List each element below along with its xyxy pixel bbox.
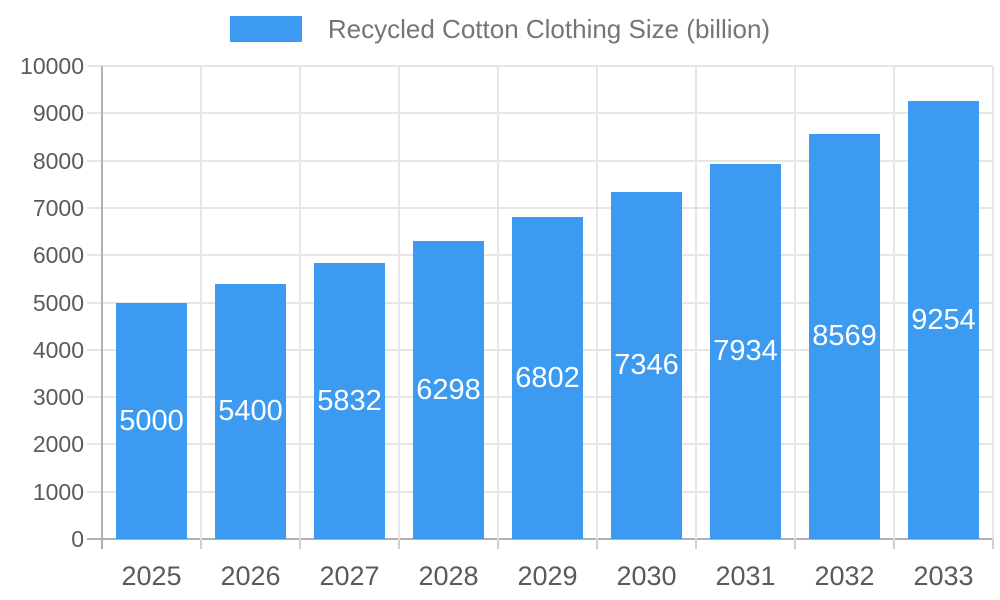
legend-label: Recycled Cotton Clothing Size (billion)	[327, 14, 771, 44]
bar-value-label: 6298	[416, 374, 481, 407]
gridline-vertical	[794, 66, 796, 539]
bar: 7934	[710, 163, 781, 539]
y-axis-tick-label: 1000	[32, 478, 84, 505]
bar: 8569	[809, 133, 880, 539]
bar-value-label: 5000	[119, 404, 184, 437]
bar: 6802	[512, 217, 583, 539]
x-axis-tick-label: 2028	[418, 561, 479, 591]
bar-value-label: 6802	[515, 362, 580, 395]
bar: 6298	[413, 241, 484, 539]
y-axis-tick-label: 3000	[32, 384, 84, 411]
bar-value-label: 5832	[317, 385, 382, 418]
y-axis-tick-label: 10000	[20, 53, 84, 79]
gridline-vertical	[596, 66, 598, 539]
gridline-horizontal	[87, 65, 993, 67]
x-axis-tick-mark	[299, 539, 301, 549]
bar-value-label: 5400	[218, 395, 283, 428]
y-axis-tick-label: 8000	[32, 147, 84, 174]
x-axis-tick-label: 2029	[517, 561, 578, 591]
gridline-vertical	[398, 66, 400, 539]
bar-value-label: 9254	[911, 304, 976, 337]
x-axis-tick-label: 2033	[913, 561, 974, 591]
x-axis-tick-mark	[893, 539, 895, 549]
bar: 7346	[611, 191, 682, 539]
x-axis-tick-mark	[200, 539, 202, 549]
y-axis-tick-label: 7000	[32, 194, 84, 221]
bar-value-label: 8569	[812, 320, 877, 353]
bar: 5400	[215, 283, 286, 539]
y-axis-line	[101, 66, 103, 549]
gridline-horizontal	[87, 159, 993, 162]
x-axis-tick-label: 2032	[814, 561, 875, 591]
bar: 5832	[314, 263, 385, 539]
gridline-vertical	[992, 66, 994, 539]
x-axis-line	[87, 538, 993, 540]
x-axis-tick-mark	[596, 539, 598, 549]
x-axis-tick-label: 2030	[616, 561, 677, 591]
x-axis-tick-mark	[398, 539, 400, 549]
x-axis-tick-mark	[497, 539, 499, 549]
x-axis-tick-label: 2031	[715, 561, 776, 591]
y-axis-tick-label: 5000	[32, 289, 84, 316]
gridline-horizontal	[87, 206, 993, 209]
y-axis-tick-label: 9000	[32, 100, 84, 127]
x-axis-tick-mark	[695, 539, 697, 549]
gridline-vertical	[695, 66, 697, 539]
gridline-horizontal	[87, 112, 993, 115]
x-axis-tick-label: 2026	[220, 561, 281, 591]
gridline-vertical	[299, 66, 301, 539]
gridline-vertical	[200, 66, 202, 539]
y-axis-tick-label: 2000	[32, 431, 84, 458]
x-axis-tick-label: 2025	[121, 561, 182, 591]
gridline-vertical	[497, 66, 499, 539]
x-axis-tick-mark	[794, 539, 796, 549]
y-axis-tick-label: 4000	[32, 336, 84, 363]
x-axis-tick-mark	[992, 539, 994, 549]
bar-value-label: 7346	[614, 349, 679, 382]
y-axis-tick-label: 6000	[32, 242, 84, 269]
y-axis-tick-label: 0	[71, 526, 84, 552]
legend: Recycled Cotton Clothing Size (billion)	[0, 14, 1000, 44]
gridline-vertical	[893, 66, 895, 539]
bar-value-label: 7934	[713, 335, 778, 368]
x-axis-tick-label: 2027	[319, 561, 380, 591]
legend-swatch-icon	[229, 16, 302, 42]
bar: 5000	[116, 302, 187, 539]
bar: 9254	[908, 101, 979, 539]
